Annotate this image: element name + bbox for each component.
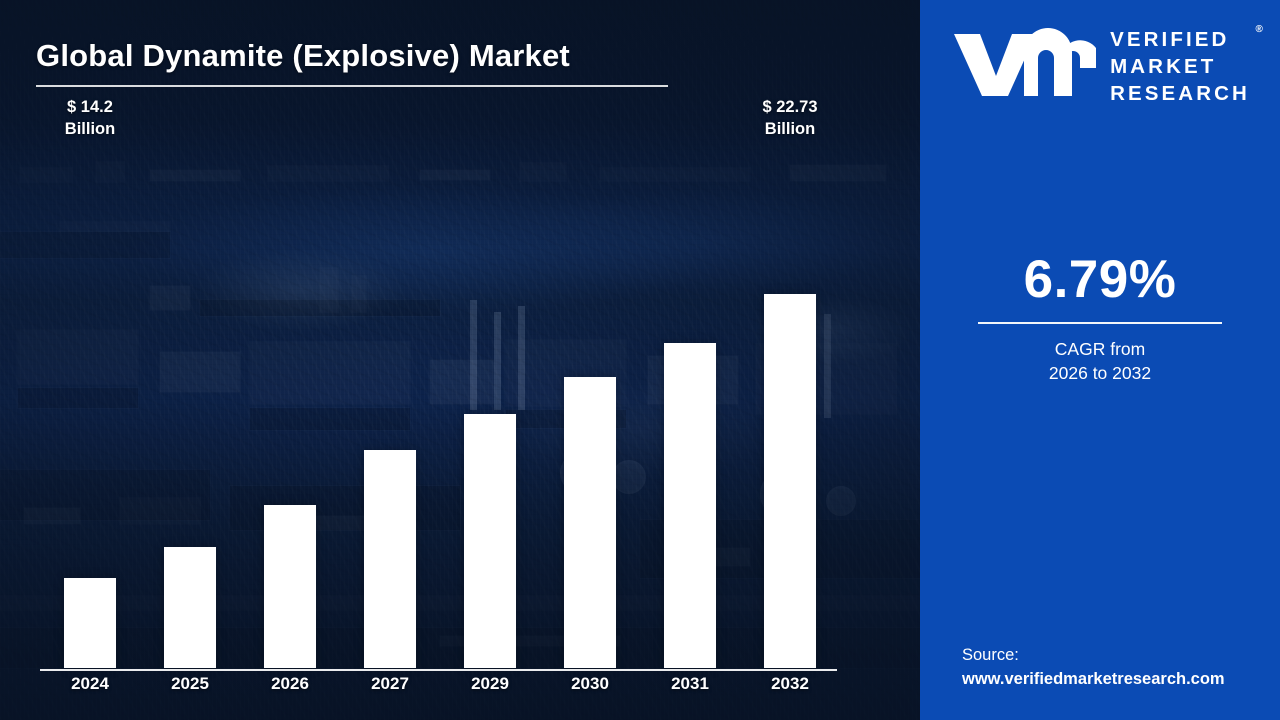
brand-panel: VERIFIED MARKET RESEARCH ® 6.79% CAGR fr…: [920, 0, 1280, 720]
x-tick-label: 2027: [371, 674, 409, 693]
chart-panel: Global Dynamite (Explosive) Market $ 14.…: [0, 0, 920, 720]
bar-value-label: $ 22.73 Billion: [762, 97, 817, 141]
x-tick-label: 2030: [571, 674, 609, 693]
table-row[interactable]: [64, 578, 116, 668]
cagr-block: 6.79% CAGR from 2026 to 2032: [978, 253, 1222, 385]
source-block: Source: www.verifiedmarketresearch.com: [962, 644, 1225, 692]
bar-slot: [640, 150, 740, 668]
title-block: Global Dynamite (Explosive) Market: [36, 38, 668, 87]
bar-slot: [340, 150, 440, 668]
table-row[interactable]: [564, 377, 616, 668]
title-underline: [36, 85, 668, 87]
x-axis-tick-labels: 2024 2025 2026 2027 2029 2030 2031 2032: [40, 674, 840, 694]
x-tick-label: 2031: [671, 674, 709, 693]
bar-value-label: $ 14.2 Billion: [65, 97, 115, 141]
x-tick-label: 2026: [271, 674, 309, 693]
bar-value-label-line2: Billion: [764, 120, 816, 139]
bar-slot: $ 22.73 Billion: [740, 98, 840, 668]
vmr-monogram-icon: [950, 28, 1097, 105]
cagr-divider: [978, 322, 1222, 325]
x-tick-label: 2029: [471, 674, 509, 693]
x-tick-label: 2024: [71, 674, 109, 693]
registered-trademark-icon: ®: [1255, 24, 1263, 35]
table-row[interactable]: [364, 450, 416, 668]
table-row[interactable]: [764, 294, 816, 668]
logo-line-2: MARKET: [1110, 55, 1217, 79]
cagr-value: 6.79%: [1023, 250, 1177, 310]
page-title: Global Dynamite (Explosive) Market: [36, 38, 570, 73]
cagr-caption-line2: 2026 to 2032: [1048, 363, 1152, 384]
bar-value-label-line2: Billion: [64, 120, 116, 139]
bar-value-label-line1: $ 22.73: [762, 98, 818, 117]
source-label: Source:: [962, 646, 1019, 665]
logo-line-1: VERIFIED: [1110, 28, 1230, 51]
bar-slot: [540, 150, 640, 668]
bar-slot: $ 14.2 Billion: [40, 98, 140, 668]
cagr-caption: CAGR from 2026 to 2032: [978, 337, 1222, 385]
x-axis-line: [40, 669, 837, 671]
table-row[interactable]: [664, 343, 716, 668]
table-row[interactable]: [264, 505, 316, 668]
bar-slot: [240, 150, 340, 668]
logo[interactable]: VERIFIED MARKET RESEARCH ®: [950, 24, 1263, 107]
plot-area: $ 14.2 Billion: [40, 98, 840, 671]
x-tick-label: 2032: [771, 674, 809, 693]
x-tick-label: 2025: [171, 674, 209, 693]
cagr-caption-line1: CAGR from: [1054, 339, 1146, 360]
bar-series: $ 14.2 Billion: [40, 98, 840, 668]
logo-wordmark: VERIFIED MARKET RESEARCH ®: [1110, 24, 1263, 107]
bar-slot: [440, 150, 540, 668]
table-row[interactable]: [164, 547, 216, 668]
source-url[interactable]: www.verifiedmarketresearch.com: [962, 670, 1225, 689]
table-row[interactable]: [464, 414, 516, 668]
bar-value-label-line1: $ 14.2: [67, 98, 113, 117]
logo-line-3: RESEARCH: [1110, 82, 1250, 106]
bar-chart: $ 14.2 Billion: [40, 98, 840, 693]
bar-slot: [140, 150, 240, 668]
